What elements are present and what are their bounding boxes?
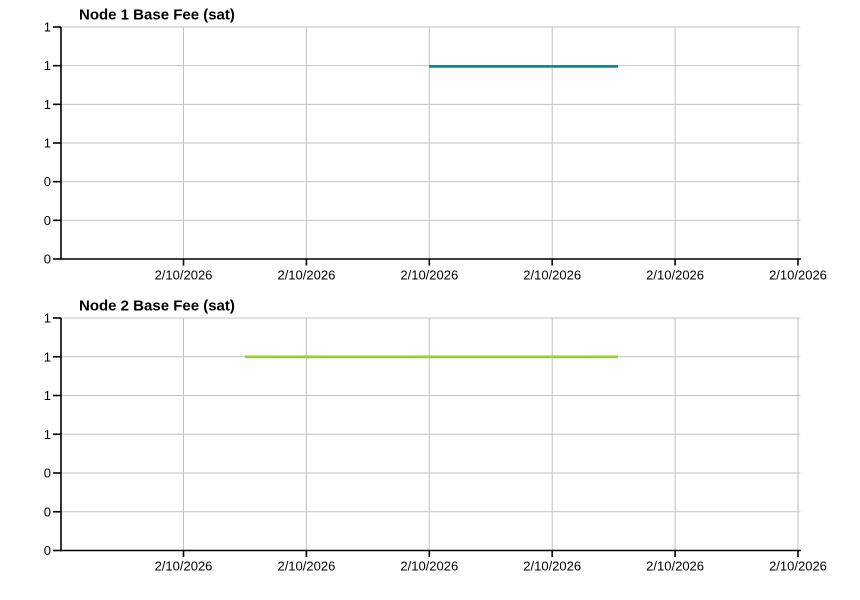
svg-text:0: 0 <box>44 213 51 228</box>
svg-text:0: 0 <box>44 252 51 267</box>
svg-text:2/10/2026: 2/10/2026 <box>646 559 704 574</box>
svg-text:2/10/2026: 2/10/2026 <box>155 559 213 574</box>
svg-text:2/10/2026: 2/10/2026 <box>400 267 458 282</box>
svg-text:2/10/2026: 2/10/2026 <box>523 559 581 574</box>
svg-text:Node 2 Base Fee (sat): Node 2 Base Fee (sat) <box>79 298 235 315</box>
svg-text:1: 1 <box>44 97 51 112</box>
svg-text:2/10/2026: 2/10/2026 <box>646 267 704 282</box>
svg-text:1: 1 <box>44 388 51 403</box>
svg-text:2/10/2026: 2/10/2026 <box>769 267 827 282</box>
svg-text:Node 1 Base Fee (sat): Node 1 Base Fee (sat) <box>79 7 235 24</box>
svg-text:1: 1 <box>44 427 51 442</box>
svg-text:0: 0 <box>44 466 51 481</box>
svg-text:2/10/2026: 2/10/2026 <box>523 267 581 282</box>
svg-text:2/10/2026: 2/10/2026 <box>769 559 827 574</box>
svg-text:2/10/2026: 2/10/2026 <box>155 267 213 282</box>
svg-text:1: 1 <box>44 20 51 35</box>
svg-text:0: 0 <box>44 174 51 189</box>
svg-text:0: 0 <box>44 543 51 558</box>
svg-text:0: 0 <box>44 504 51 519</box>
svg-text:1: 1 <box>44 349 51 364</box>
svg-text:2/10/2026: 2/10/2026 <box>277 267 335 282</box>
svg-text:2/10/2026: 2/10/2026 <box>277 559 335 574</box>
svg-text:1: 1 <box>44 58 51 73</box>
svg-text:1: 1 <box>44 136 51 151</box>
svg-text:1: 1 <box>44 311 51 326</box>
svg-text:2/10/2026: 2/10/2026 <box>400 559 458 574</box>
